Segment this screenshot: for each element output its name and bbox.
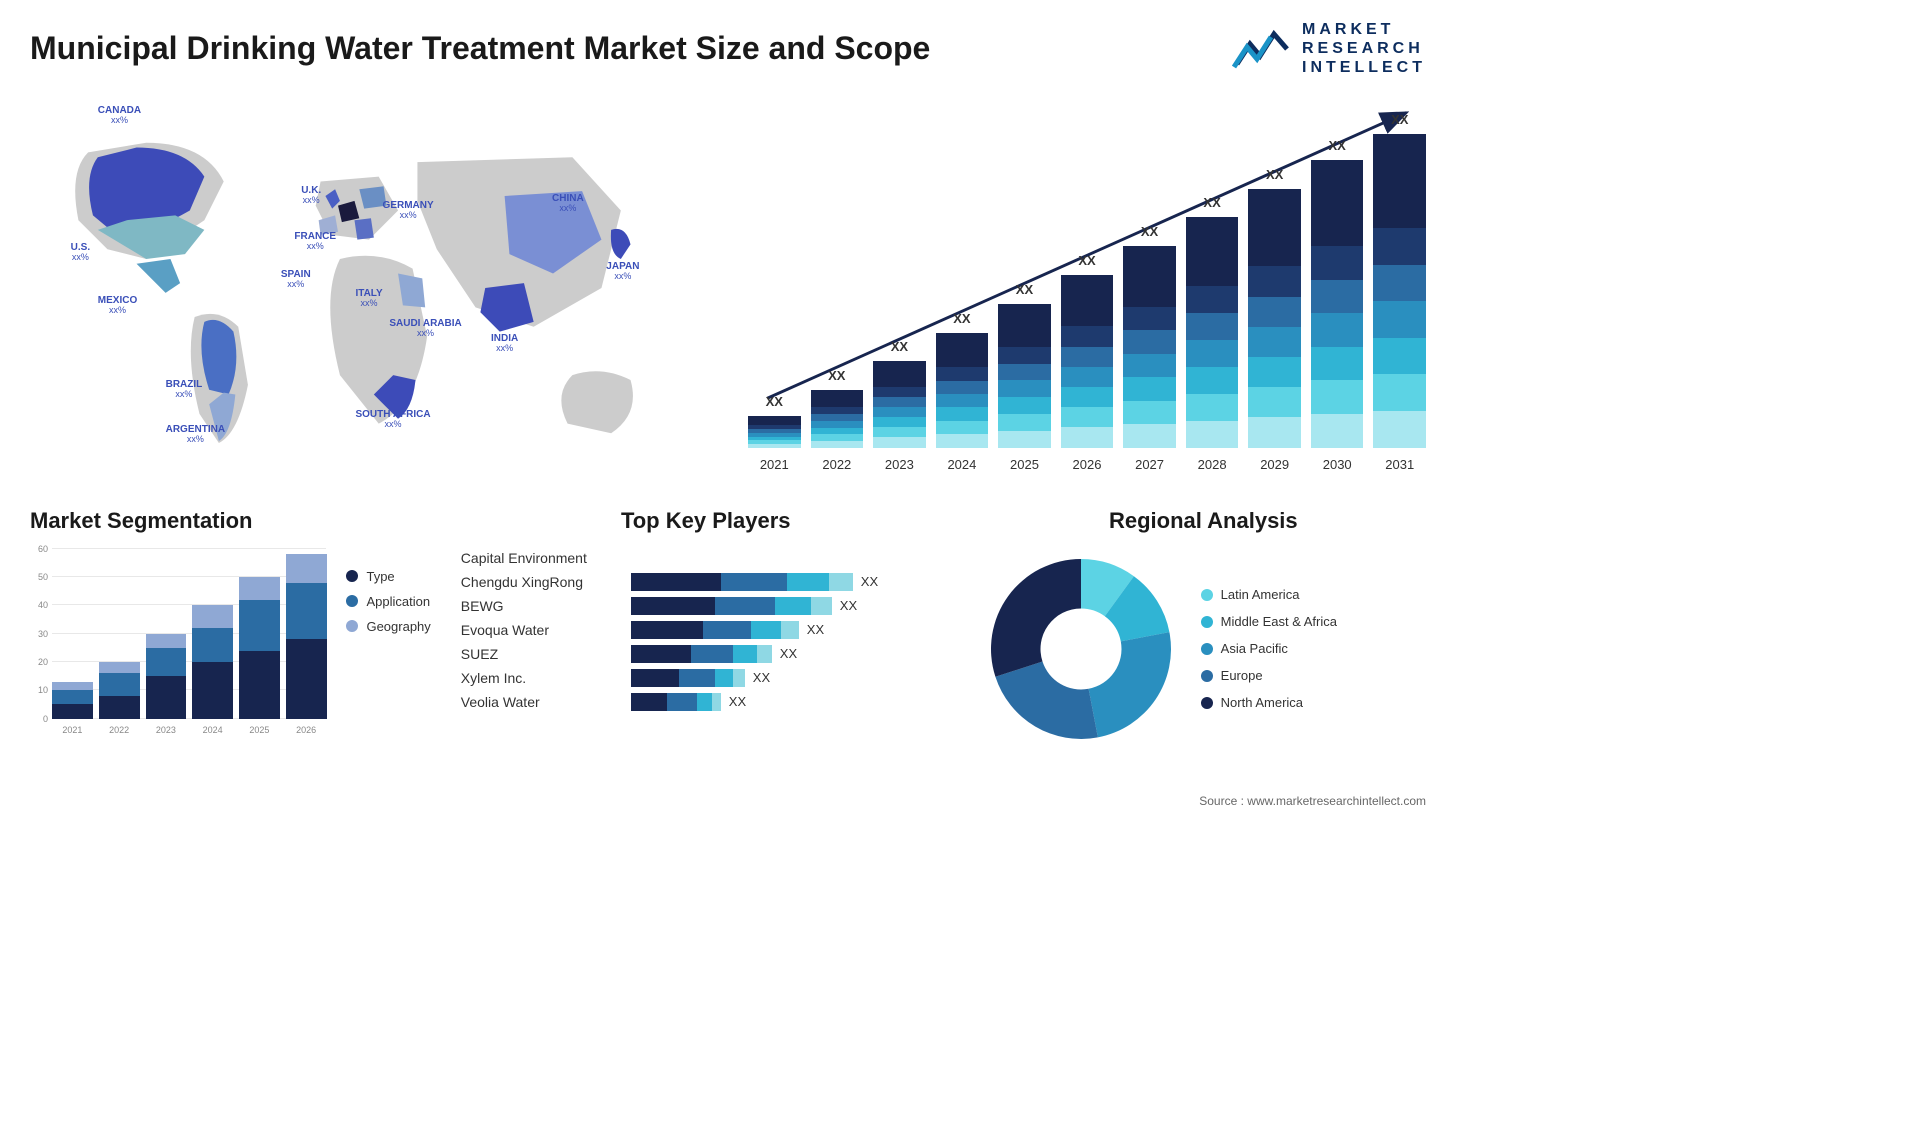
player-row: BEWG XX <box>461 597 951 615</box>
player-bar <box>631 621 799 639</box>
page-title: Municipal Drinking Water Treatment Marke… <box>30 30 930 67</box>
segmentation-bar: 2024 <box>192 605 233 718</box>
growth-bar: XX2031 <box>1373 134 1426 448</box>
player-name: Chengdu XingRong <box>461 574 621 590</box>
legend-dot-icon <box>346 595 358 607</box>
growth-bar: XX2022 <box>811 390 864 447</box>
country-label: U.S.xx% <box>71 242 90 263</box>
growth-bar: XX2027 <box>1123 246 1176 448</box>
donut-slice <box>1088 632 1170 737</box>
legend-dot-icon <box>1201 670 1213 682</box>
player-row: Capital Environment <box>461 549 951 567</box>
player-bar <box>631 693 721 711</box>
country-label: SOUTH AFRICAxx% <box>355 409 430 430</box>
legend-dot-icon <box>346 620 358 632</box>
players-section: Top Key Players Capital Environment Chen… <box>461 508 951 749</box>
regional-donut <box>981 549 1181 749</box>
player-bar <box>631 645 772 663</box>
donut-slice <box>991 559 1081 677</box>
player-row: Veolia Water XX <box>461 693 951 711</box>
segmentation-bar: 2021 <box>52 682 93 719</box>
segmentation-bar: 2023 <box>146 634 187 719</box>
regional-title: Regional Analysis <box>981 508 1426 534</box>
legend-item: Asia Pacific <box>1201 641 1337 656</box>
segmentation-chart: 0102030405060 202120222023202420252026 <box>30 549 326 739</box>
player-bar <box>631 669 745 687</box>
country-label: CHINAxx% <box>552 193 584 214</box>
growth-bar: XX2024 <box>936 333 989 448</box>
player-name: Evoqua Water <box>461 622 621 638</box>
player-value: XX <box>807 622 824 637</box>
bottom-row: Market Segmentation 0102030405060 202120… <box>0 488 1456 759</box>
legend-dot-icon <box>1201 697 1213 709</box>
regional-section: Regional Analysis Latin America Middle Ea… <box>981 508 1426 749</box>
segmentation-section: Market Segmentation 0102030405060 202120… <box>30 508 431 749</box>
growth-bar: XX2030 <box>1311 160 1364 448</box>
legend-dot-icon <box>1201 616 1213 628</box>
growth-bar: XX2025 <box>998 304 1051 448</box>
country-label: FRANCExx% <box>294 231 336 252</box>
legend-item: North America <box>1201 695 1337 710</box>
logo-icon <box>1232 24 1292 74</box>
header: Municipal Drinking Water Treatment Marke… <box>0 0 1456 88</box>
segmentation-title: Market Segmentation <box>30 508 431 534</box>
legend-item: Latin America <box>1201 587 1337 602</box>
country-label: ITALYxx% <box>355 288 382 309</box>
legend-item: Type <box>346 569 430 584</box>
player-name: Capital Environment <box>461 550 621 566</box>
player-name: Veolia Water <box>461 694 621 710</box>
player-row: SUEZ XX <box>461 645 951 663</box>
country-label: INDIAxx% <box>491 333 518 354</box>
segmentation-bar: 2025 <box>239 577 280 719</box>
growth-bar: XX2023 <box>873 361 926 447</box>
player-bar <box>631 597 832 615</box>
country-label: SAUDI ARABIAxx% <box>389 318 461 339</box>
legend-item: Application <box>346 594 430 609</box>
segmentation-legend: Type Application Geography <box>346 549 430 739</box>
country-label: SPAINxx% <box>281 269 311 290</box>
player-row: Xylem Inc. XX <box>461 669 951 687</box>
player-name: BEWG <box>461 598 621 614</box>
legend-item: Europe <box>1201 668 1337 683</box>
world-map: CANADAxx% U.S.xx% MEXICOxx% BRAZILxx% ARGENT… <box>30 98 708 478</box>
segmentation-bar: 2022 <box>99 662 140 719</box>
player-row: Chengdu XingRong XX <box>461 573 951 591</box>
brand-logo: MARKET RESEARCH INTELLECT <box>1232 20 1426 78</box>
country-label: ARGENTINAxx% <box>166 424 225 445</box>
country-label: MEXICOxx% <box>98 295 137 316</box>
logo-text: MARKET RESEARCH INTELLECT <box>1302 20 1426 78</box>
player-value: XX <box>840 598 857 613</box>
player-value: XX <box>780 646 797 661</box>
legend-dot-icon <box>1201 643 1213 655</box>
legend-item: Middle East & Africa <box>1201 614 1337 629</box>
country-label: BRAZILxx% <box>166 379 203 400</box>
top-row: CANADAxx% U.S.xx% MEXICOxx% BRAZILxx% ARGENT… <box>0 88 1456 488</box>
player-name: SUEZ <box>461 646 621 662</box>
legend-dot-icon <box>1201 589 1213 601</box>
country-label: JAPANxx% <box>606 261 639 282</box>
growth-bar: XX2026 <box>1061 275 1114 448</box>
country-label: GERMANYxx% <box>383 200 434 221</box>
players-list: Capital Environment Chengdu XingRong XX … <box>461 549 951 711</box>
player-value: XX <box>753 670 770 685</box>
player-value: XX <box>729 694 746 709</box>
player-row: Evoqua Water XX <box>461 621 951 639</box>
player-bar <box>631 573 853 591</box>
regional-legend: Latin America Middle East & Africa Asia Pa… <box>1201 587 1337 710</box>
growth-bar: XX2029 <box>1248 189 1301 448</box>
donut-slice <box>995 661 1097 738</box>
players-title: Top Key Players <box>461 508 951 534</box>
source-attribution: Source : www.marketresearchintellect.com <box>1199 794 1426 808</box>
player-value: XX <box>861 574 878 589</box>
player-name: Xylem Inc. <box>461 670 621 686</box>
growth-bar: XX2021 <box>748 416 801 448</box>
legend-item: Geography <box>346 619 430 634</box>
segmentation-bar: 2026 <box>286 554 327 718</box>
country-label: CANADAxx% <box>98 105 141 126</box>
growth-chart: XX2021XX2022XX2023XX2024XX2025XX2026XX20… <box>748 98 1426 478</box>
growth-bar: XX2028 <box>1186 217 1239 447</box>
country-label: U.K.xx% <box>301 185 321 206</box>
legend-dot-icon <box>346 570 358 582</box>
